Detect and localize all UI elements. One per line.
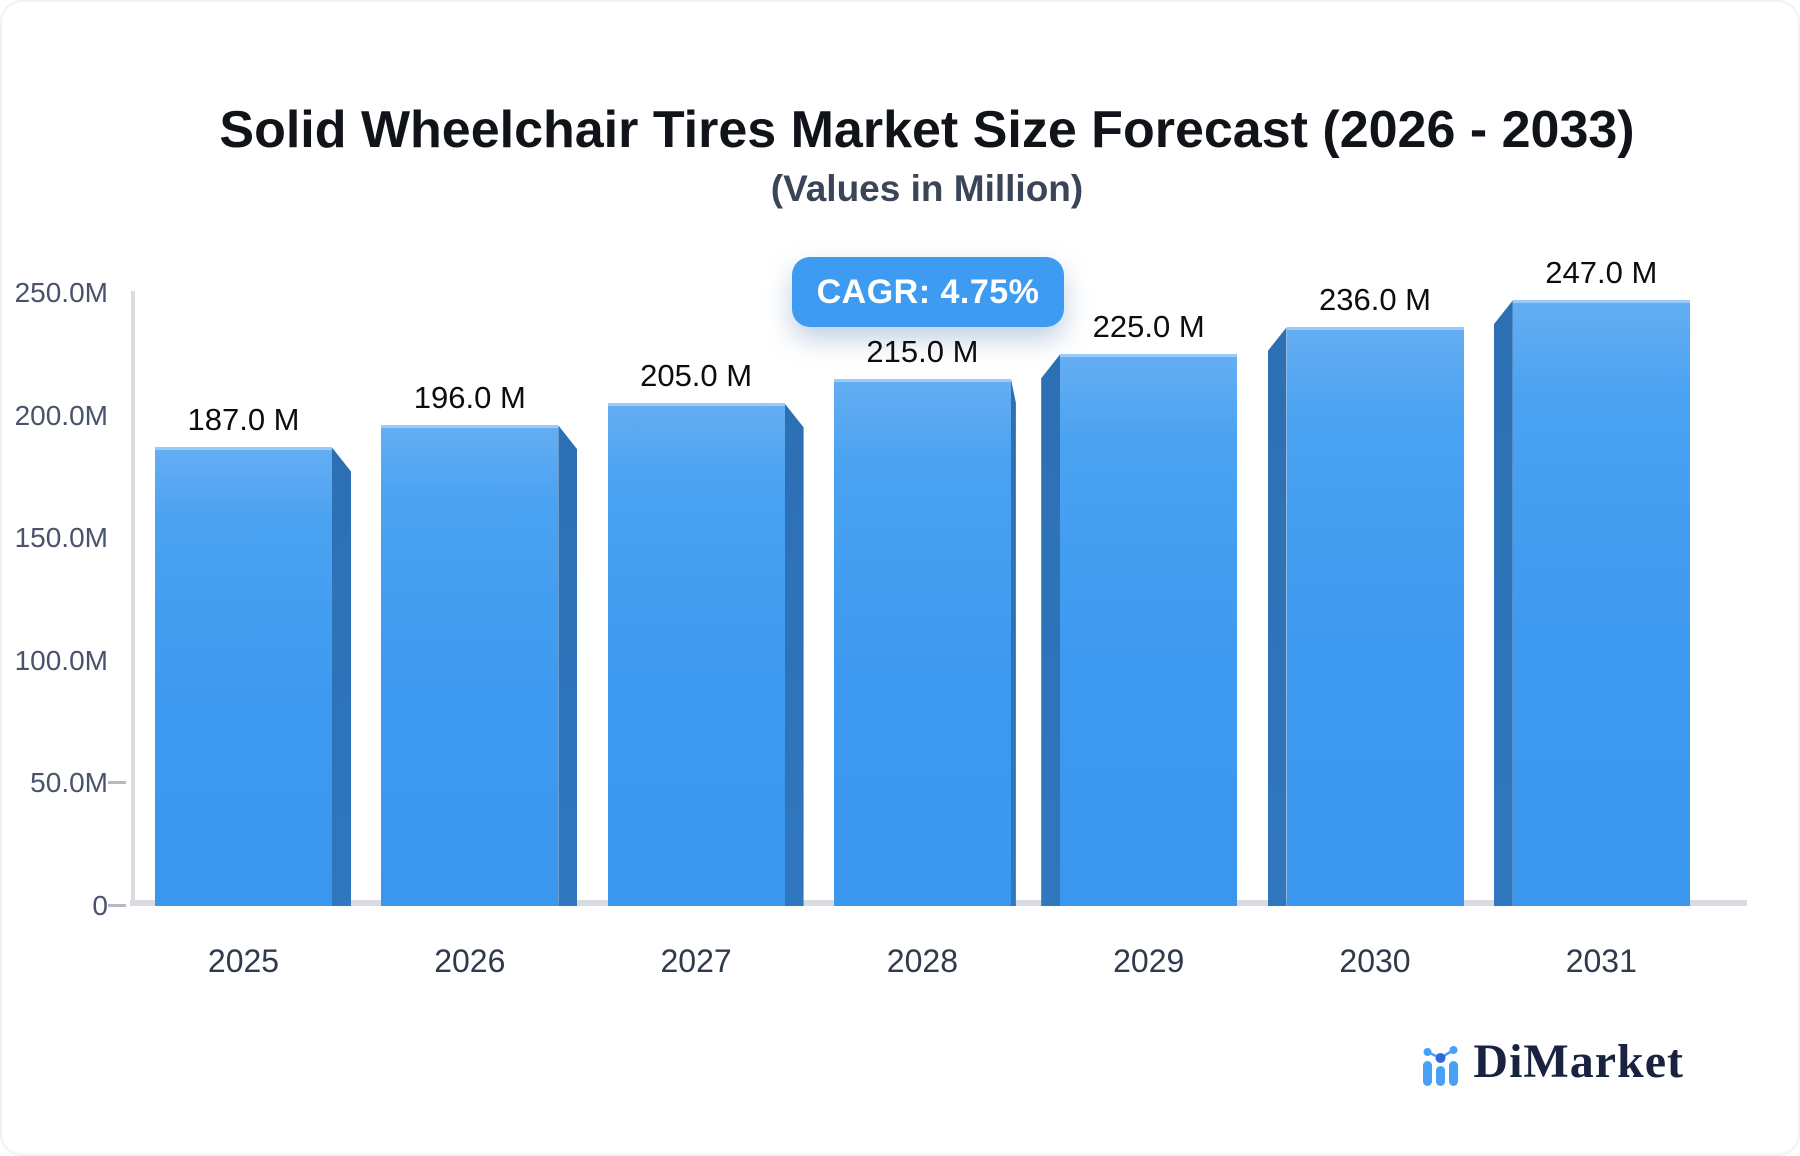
bar-side [558,425,578,906]
bar-line-chart-icon [1423,1046,1459,1086]
bar-2030[interactable] [1286,327,1464,906]
y-axis-label: 50.0M [30,767,108,799]
brand-logo: DiMarket [1422,1038,1684,1086]
bar-2031[interactable] [1512,300,1690,906]
bar-value-label: 247.0 M [1545,255,1658,291]
bar-2026[interactable] [381,425,559,906]
y-axis-label: 0 [92,890,108,921]
y-axis-tick [108,781,126,785]
bar-value-label: 215.0 M [866,333,979,369]
bar-value-label: 236.0 M [1318,282,1432,318]
bar-side [1041,354,1061,906]
bar-2028[interactable] [833,378,1011,906]
x-axis-label: 2029 [1113,943,1185,979]
chart-subtitle: (Values in Million) [770,168,1084,209]
bar-side [332,447,351,906]
bar-2025[interactable] [155,447,332,906]
bar-side [784,403,804,906]
x-axis-label: 2026 [434,943,506,979]
bar-side [1010,378,1016,906]
bar-side [1493,300,1513,906]
cagr-badge-label: CAGR: 4.75% [816,272,1040,311]
bar-2029[interactable] [1060,354,1238,906]
y-axis-line [131,291,135,906]
brand-name: DiMarket [1473,1035,1684,1088]
y-axis-label: 150.0M [14,522,108,554]
chart-title: Solid Wheelchair Tires Market Size Forec… [219,101,1635,159]
bar-value-label: 196.0 M [413,380,526,416]
y-axis-label: 250.0M [14,277,108,308]
x-axis-label: 2025 [207,943,280,979]
cagr-badge: CAGR: 4.75% [792,257,1064,327]
y-axis-label: 100.0M [14,644,108,676]
bar-value-label: 225.0 M [1092,309,1205,345]
bar-value-label: 187.0 M [187,402,300,438]
y-axis-label: 200.0M [14,399,108,431]
y-axis-tick [108,904,126,907]
x-axis-label: 2027 [660,943,732,979]
bar-2027[interactable] [607,403,785,906]
bar-side [1267,327,1287,906]
bar-value-label: 205.0 M [640,358,753,394]
x-axis-label: 2028 [886,943,958,979]
x-axis-label: 2030 [1339,943,1411,979]
x-axis-label: 2031 [1565,943,1637,979]
